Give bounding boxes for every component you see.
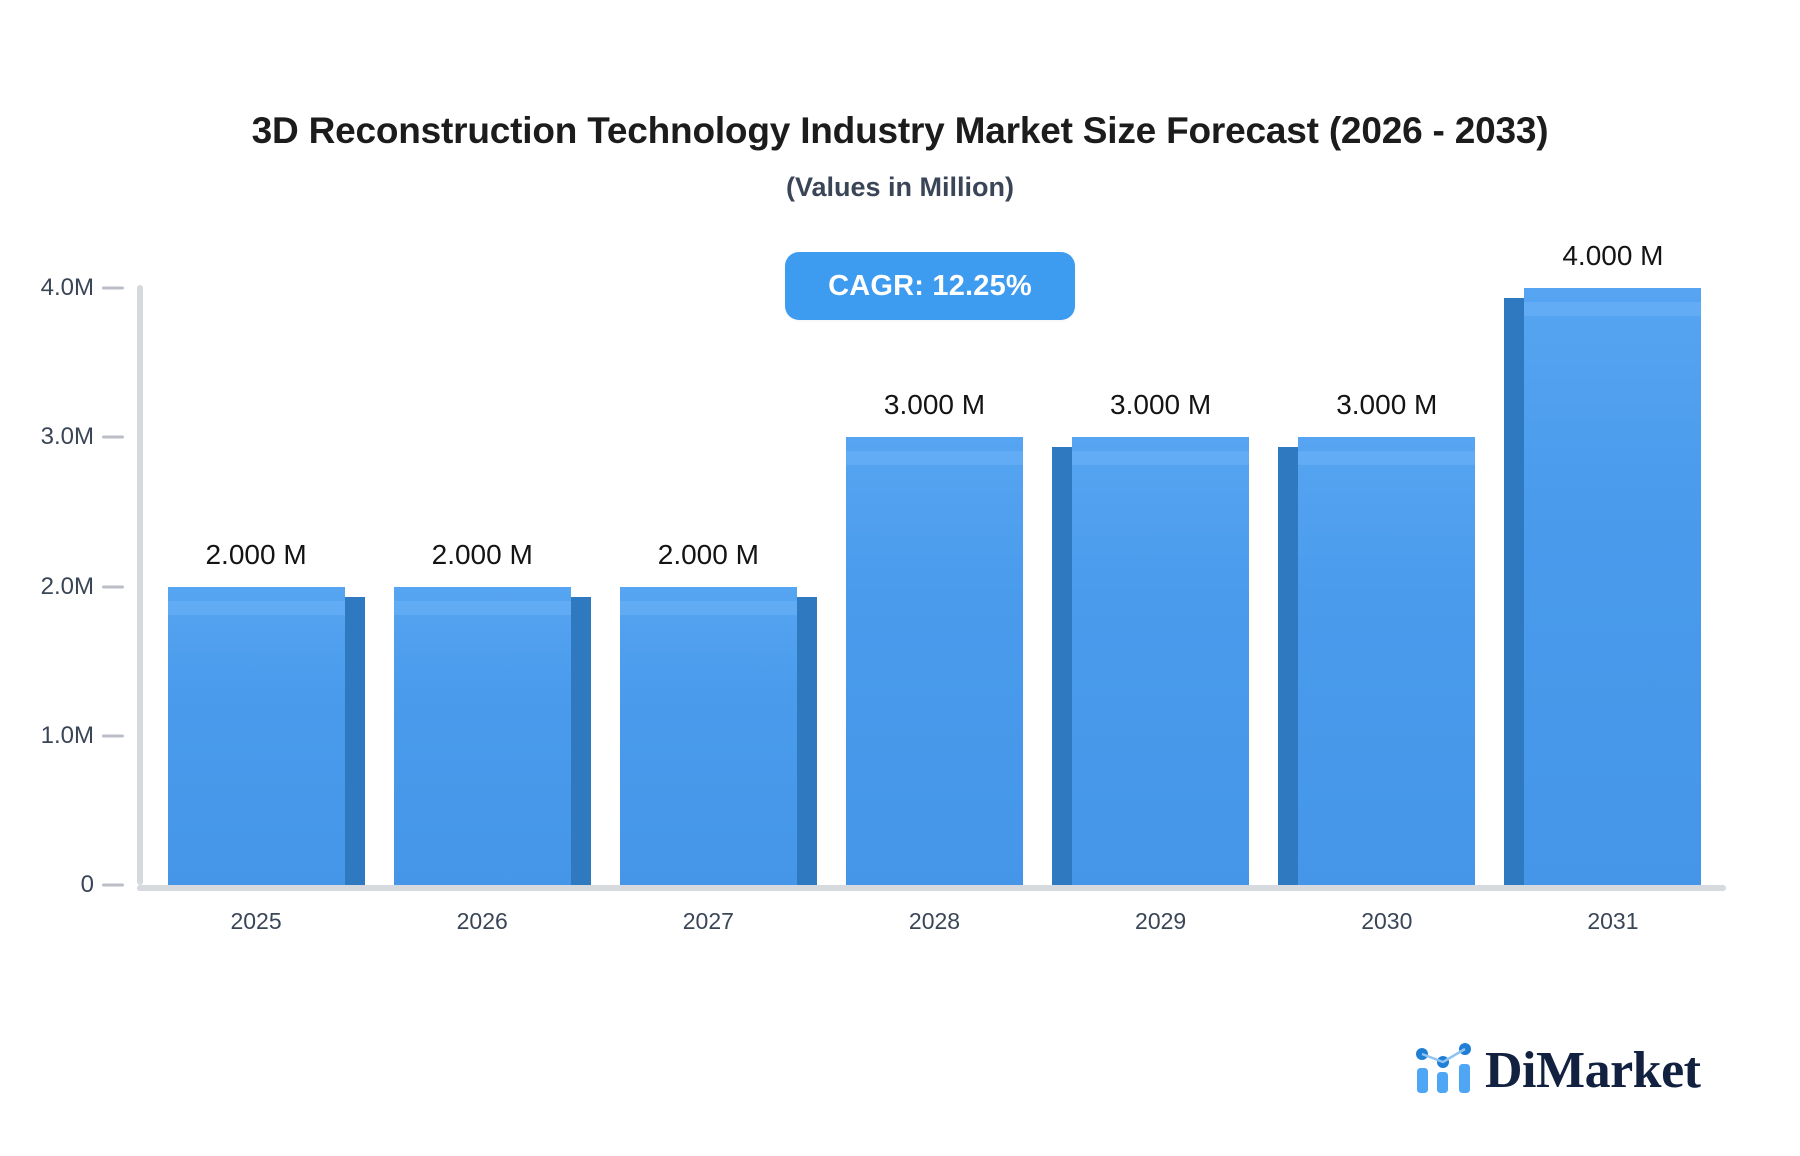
bar-front-face	[846, 437, 1023, 885]
x-axis-tick-label: 2031	[1587, 908, 1639, 934]
x-axis-tick-label: 2025	[230, 908, 282, 934]
chart-title: 3D Reconstruction Technology Industry Ma…	[251, 110, 1549, 151]
bar-top-face	[1298, 451, 1476, 466]
bar-chart-dots-icon	[1415, 1040, 1473, 1101]
bar-top-face	[1072, 451, 1250, 466]
y-axis-tick-mark	[102, 286, 124, 290]
bar-front-face	[1072, 437, 1250, 885]
cagr-badge: CAGR: 12.25%	[785, 252, 1075, 320]
x-axis-tick-label: 2030	[1361, 908, 1413, 934]
bar-top-face	[846, 451, 1023, 466]
bar-value-label: 2.000 M	[657, 538, 759, 570]
bar[interactable]: 2.000 M	[167, 539, 365, 885]
bar-front-face	[393, 586, 571, 885]
chart-subtitle: (Values in Million)	[785, 172, 1015, 202]
y-axis-tick-mark	[102, 883, 124, 887]
bar[interactable]: 3.000 M	[846, 389, 1023, 885]
y-axis-line	[137, 285, 143, 885]
bar-side-face	[1504, 298, 1525, 885]
bar-side-face	[344, 596, 365, 885]
bar-front-face	[1298, 437, 1476, 885]
x-axis-tick-label: 2029	[1135, 908, 1187, 934]
bar-value-label: 3.000 M	[1336, 389, 1438, 421]
x-axis-tick-label: 2027	[682, 908, 734, 934]
bar-value-label: 4.000 M	[1562, 240, 1664, 271]
bar-value-label: 3.000 M	[1110, 389, 1212, 421]
bar[interactable]: 3.000 M	[1052, 389, 1250, 885]
bar[interactable]: 4.000 M	[1504, 240, 1702, 885]
bar-value-label: 2.000 M	[205, 538, 307, 570]
bar-value-label: 3.000 M	[883, 389, 986, 421]
bar-front-face	[167, 586, 345, 885]
bar-value-label: 2.000 M	[431, 538, 533, 570]
y-axis-tick-label: 4.0M	[40, 274, 94, 301]
bar-top-face	[1524, 302, 1702, 316]
y-axis-tick-label: 1.0M	[40, 721, 94, 749]
bar-top-face	[167, 600, 345, 615]
x-axis-tick-label: 2028	[908, 908, 961, 934]
y-axis-tick-label: 3.0M	[40, 423, 94, 451]
brand-logo-text: DiMarket	[1485, 1041, 1701, 1099]
brand-logo: DiMarket	[1415, 1040, 1701, 1101]
bar-front-face	[619, 586, 797, 885]
y-axis-tick-mark	[102, 435, 124, 439]
y-axis-tick-label: 2.0M	[40, 572, 94, 600]
cagr-badge-label: CAGR: 12.25%	[828, 269, 1032, 302]
bar-side-face	[1278, 447, 1299, 885]
bar-front-face	[1524, 288, 1702, 885]
bar-side-face	[1052, 447, 1073, 885]
bar-top-face	[393, 600, 571, 615]
bar[interactable]: 3.000 M	[1278, 389, 1476, 885]
y-axis-tick-mark	[102, 585, 124, 588]
y-axis-tick-label: 0	[80, 871, 94, 898]
bar[interactable]: 2.000 M	[619, 539, 817, 885]
y-axis-tick-mark	[102, 734, 124, 738]
bar-side-face	[570, 596, 591, 885]
x-axis-tick-label: 2026	[456, 908, 508, 934]
bar-top-face	[619, 600, 797, 615]
bar-side-face	[796, 596, 817, 885]
bar[interactable]: 2.000 M	[393, 539, 591, 885]
x-axis-line	[137, 885, 1726, 891]
